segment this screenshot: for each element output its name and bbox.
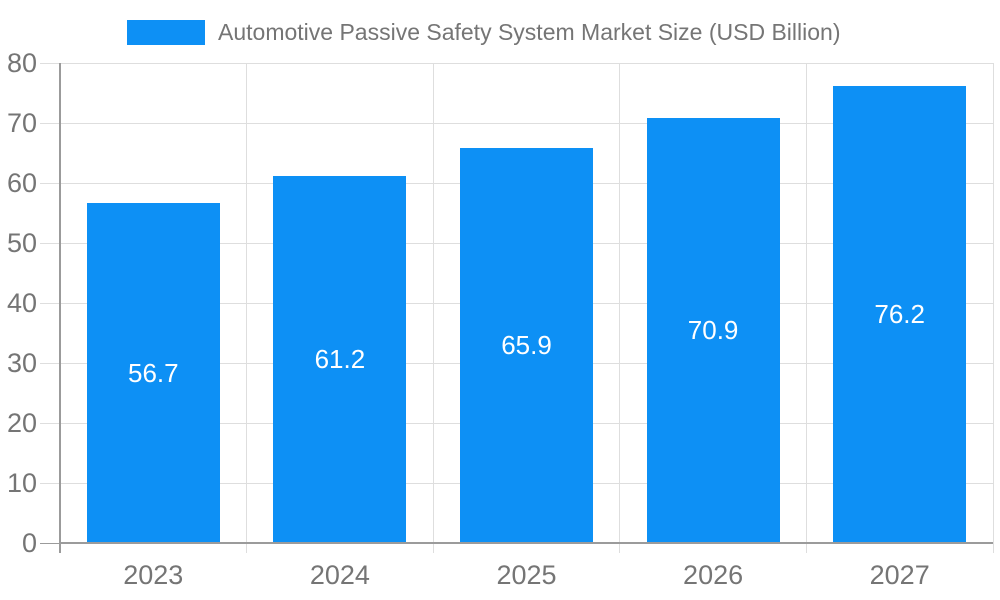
y-axis-tick-mark bbox=[40, 422, 60, 424]
bar-value-label: 56.7 bbox=[127, 357, 179, 388]
gridline-vertical bbox=[246, 63, 248, 543]
x-axis-tick-label: 2027 bbox=[869, 560, 930, 590]
bar[interactable] bbox=[646, 117, 780, 543]
plot-area: 56.7 61.2 65.9 70.9 76.2 bbox=[60, 62, 994, 543]
x-axis-tick-mark bbox=[246, 543, 248, 553]
y-axis-tick-label: 60 bbox=[6, 168, 37, 198]
gridline-vertical bbox=[992, 63, 994, 543]
bar-value-label: 65.9 bbox=[501, 330, 552, 361]
bar-value-label: 61.2 bbox=[314, 344, 366, 375]
gridline-vertical bbox=[805, 63, 807, 543]
y-axis-tick-label: 30 bbox=[6, 348, 37, 378]
y-axis-tick-mark bbox=[40, 362, 60, 364]
x-axis-tick-mark bbox=[805, 543, 807, 553]
y-axis-tick-mark bbox=[40, 482, 60, 484]
y-axis-tick-mark bbox=[40, 302, 60, 304]
bar[interactable] bbox=[460, 147, 593, 543]
bar[interactable] bbox=[86, 202, 220, 543]
y-axis-tick-label: 40 bbox=[6, 288, 37, 318]
y-axis-tick-mark bbox=[40, 62, 60, 64]
y-axis-tick-label: 10 bbox=[6, 468, 37, 498]
x-axis-tick-label: 2024 bbox=[309, 560, 370, 590]
x-axis-tick-label: 2023 bbox=[123, 560, 184, 590]
gridline-vertical bbox=[432, 63, 434, 543]
legend-item[interactable]: Automotive Passive Safety System Market … bbox=[127, 20, 840, 45]
x-axis-tick-mark bbox=[992, 543, 994, 553]
x-axis-tick-mark bbox=[432, 543, 434, 553]
y-axis-tick-label: 20 bbox=[6, 408, 37, 438]
gridline-vertical bbox=[619, 63, 621, 543]
x-axis-line bbox=[59, 542, 993, 544]
y-axis-tick-mark bbox=[40, 182, 60, 184]
y-axis-tick-label: 80 bbox=[6, 48, 37, 78]
y-axis-line bbox=[59, 63, 61, 553]
bar[interactable] bbox=[273, 175, 407, 543]
x-axis-tick-mark bbox=[619, 543, 621, 553]
y-axis-tick-label: 70 bbox=[6, 108, 37, 138]
gridline-horizontal bbox=[60, 62, 993, 64]
legend-label: Automotive Passive Safety System Market … bbox=[218, 19, 841, 45]
y-axis-tick-mark bbox=[40, 542, 60, 544]
y-axis-tick-mark bbox=[40, 242, 60, 244]
x-axis-tick-label: 2025 bbox=[496, 560, 557, 590]
bar-value-label: 76.2 bbox=[874, 299, 925, 330]
bar-value-label: 70.9 bbox=[687, 315, 739, 346]
y-axis-tick-label: 0 bbox=[21, 528, 37, 558]
gridline-horizontal bbox=[60, 122, 993, 124]
legend-swatch bbox=[127, 20, 205, 45]
y-axis-tick-label: 50 bbox=[6, 228, 37, 258]
y-axis-tick-mark bbox=[40, 122, 60, 124]
x-axis-tick-label: 2026 bbox=[683, 560, 744, 590]
bar[interactable] bbox=[833, 85, 967, 543]
